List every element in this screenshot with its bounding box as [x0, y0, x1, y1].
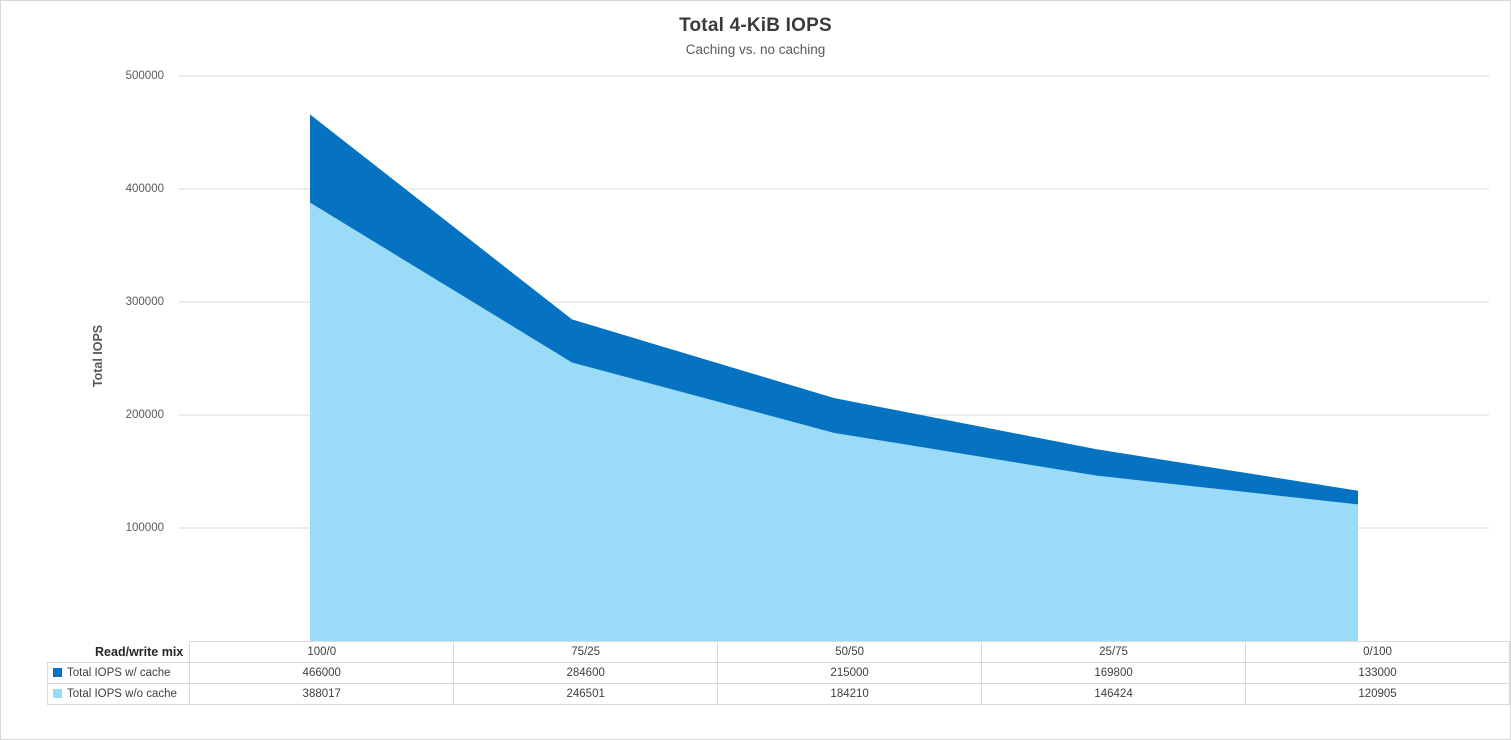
value-cell: 133000 [1245, 662, 1510, 684]
table-row: Total IOPS w/o cache 388017 246501 184210 14… [46, 683, 1510, 705]
value-cell: 215000 [717, 662, 983, 684]
value-cell: 246501 [453, 683, 719, 705]
series-name: Total IOPS w/o cache [67, 688, 177, 700]
series-name: Total IOPS w/ cache [67, 667, 171, 679]
table-row: Total IOPS w/ cache 466000 284600 215000 169… [46, 662, 1510, 684]
y-tick-label: 500000 [125, 70, 164, 82]
category-header-cell: 75/25 [453, 641, 719, 663]
category-header-cell: 25/75 [981, 641, 1247, 663]
y-tick-label: 100000 [125, 522, 164, 534]
value-cell: 169800 [981, 662, 1247, 684]
value-cell: 388017 [189, 683, 455, 705]
value-cell: 466000 [189, 662, 455, 684]
chart-subtitle: Caching vs. no caching [685, 42, 826, 57]
value-cell: 184210 [717, 683, 983, 705]
chart-data-table: Read/write mix 100/0 75/25 50/50 25/75 0/100 T… [46, 641, 1510, 705]
chart-title: Total 4-KiB IOPS [679, 15, 832, 36]
category-header-cell: 50/50 [717, 641, 983, 663]
y-axis-title-text: Total IOPS [91, 324, 105, 388]
table-header-row: Read/write mix 100/0 75/25 50/50 25/75 0/100 [47, 641, 1510, 663]
category-header-cell: 0/100 [1245, 641, 1510, 663]
legend-swatch-icon [53, 668, 62, 677]
y-tick-label: 200000 [125, 409, 164, 421]
legend-cell-without-cache: Total IOPS w/o cache [46, 683, 191, 705]
area-series-without-cache [310, 202, 1358, 642]
legend-cell-with-cache: Total IOPS w/ cache [46, 662, 191, 684]
value-cell: 284600 [453, 662, 719, 684]
value-cell: 146424 [981, 683, 1247, 705]
y-tick-label: 400000 [125, 183, 164, 195]
category-axis-label: Read/write mix [47, 641, 191, 663]
y-tick-label: 300000 [125, 296, 164, 308]
category-header-cell: 100/0 [189, 641, 455, 663]
value-cell: 120905 [1245, 683, 1510, 705]
legend-swatch-icon [53, 689, 62, 698]
